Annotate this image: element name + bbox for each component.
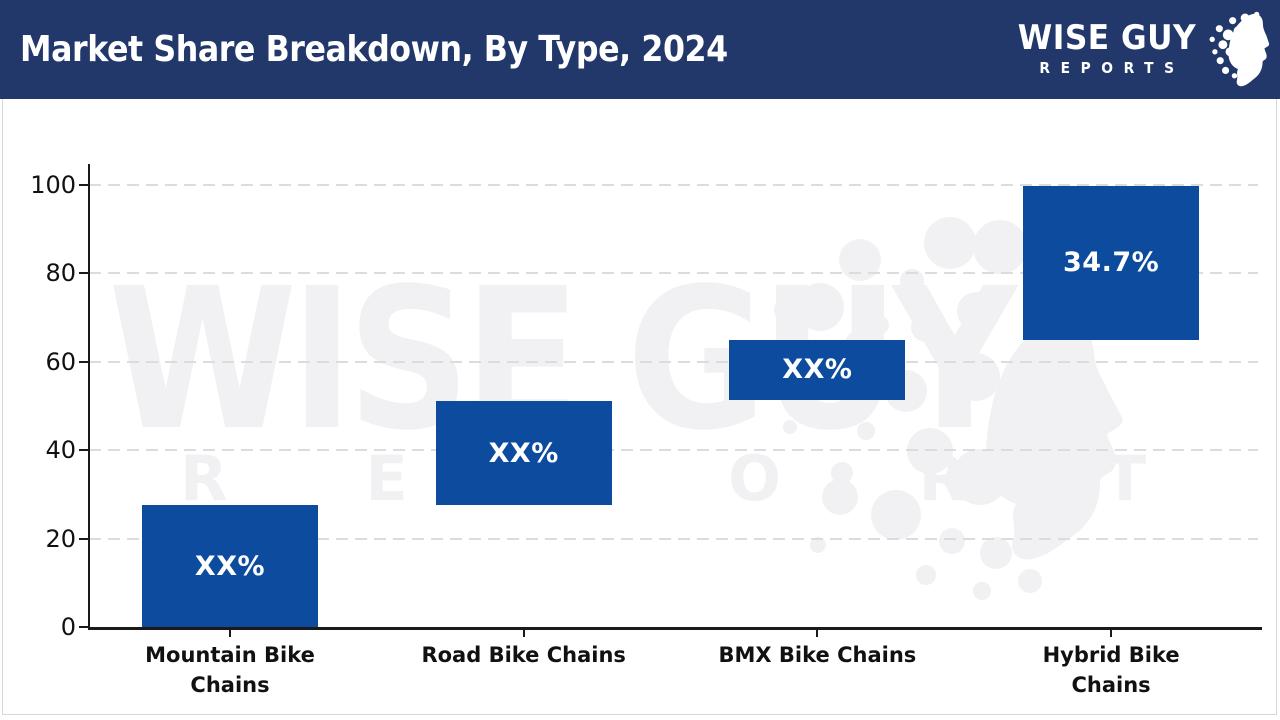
bar-mountain-bike-chains: XX% bbox=[142, 505, 318, 627]
category-label: Road Bike Chains bbox=[421, 643, 626, 667]
y-tick-mark bbox=[79, 626, 88, 628]
dotted-head-logo-icon bbox=[1209, 11, 1270, 87]
category-label: BMX Bike Chains bbox=[718, 643, 917, 667]
gridline-y80 bbox=[89, 272, 1258, 275]
x-axis-line bbox=[88, 627, 1262, 630]
chart-title: Market Share Breakdown, By Type, 2024 bbox=[20, 29, 728, 70]
x-tick-mark bbox=[1110, 630, 1113, 637]
bar-value-label: XX% bbox=[194, 550, 266, 582]
logo-text: WISE GUY REPORTS bbox=[1010, 18, 1204, 77]
x-tick-mark bbox=[522, 630, 525, 637]
logo-wordmark: WISE GUY bbox=[1017, 18, 1197, 58]
y-tick-label: 60 bbox=[45, 347, 76, 376]
y-tick-label: 100 bbox=[30, 171, 76, 199]
header-bar: Market Share Breakdown, By Type, 2024 WI… bbox=[0, 0, 1280, 99]
gridline-y60 bbox=[89, 360, 1258, 363]
category-label: Mountain Bike Chains bbox=[145, 643, 315, 698]
y-tick-label: 40 bbox=[45, 436, 76, 465]
y-tick-label: 80 bbox=[45, 259, 76, 288]
wiseguy-logo: WISE GUY REPORTS bbox=[1012, 4, 1272, 96]
gridline-y20 bbox=[89, 537, 1258, 540]
bar-road-bike-chains: XX% bbox=[435, 400, 612, 506]
logo-subtext: REPORTS bbox=[1039, 58, 1186, 77]
y-tick-label: 0 bbox=[60, 613, 76, 641]
bar-hybrid-bike-chains: 34.7% bbox=[1023, 186, 1200, 340]
y-tick-mark bbox=[79, 360, 88, 363]
x-tick-mark bbox=[816, 630, 819, 637]
y-tick-mark bbox=[79, 537, 88, 540]
bar-value-label: XX% bbox=[782, 354, 853, 386]
category-label: Hybrid Bike Chains bbox=[1042, 643, 1180, 698]
bar-bmx-bike-chains: XX% bbox=[729, 339, 906, 401]
chart-canvas-border bbox=[2, 99, 1277, 715]
watermark-dotted-head-icon bbox=[774, 216, 1123, 600]
y-tick-label: 20 bbox=[45, 524, 76, 553]
y-axis-line bbox=[88, 164, 90, 630]
x-tick-mark bbox=[229, 630, 231, 637]
y-tick-mark bbox=[79, 449, 88, 452]
bar-value-label: XX% bbox=[488, 437, 559, 469]
bar-value-label: 34.7% bbox=[1063, 247, 1160, 279]
y-tick-mark bbox=[79, 184, 88, 186]
y-tick-mark bbox=[79, 272, 88, 275]
gridline-y40 bbox=[89, 449, 1258, 452]
gridline-y100 bbox=[89, 184, 1258, 186]
